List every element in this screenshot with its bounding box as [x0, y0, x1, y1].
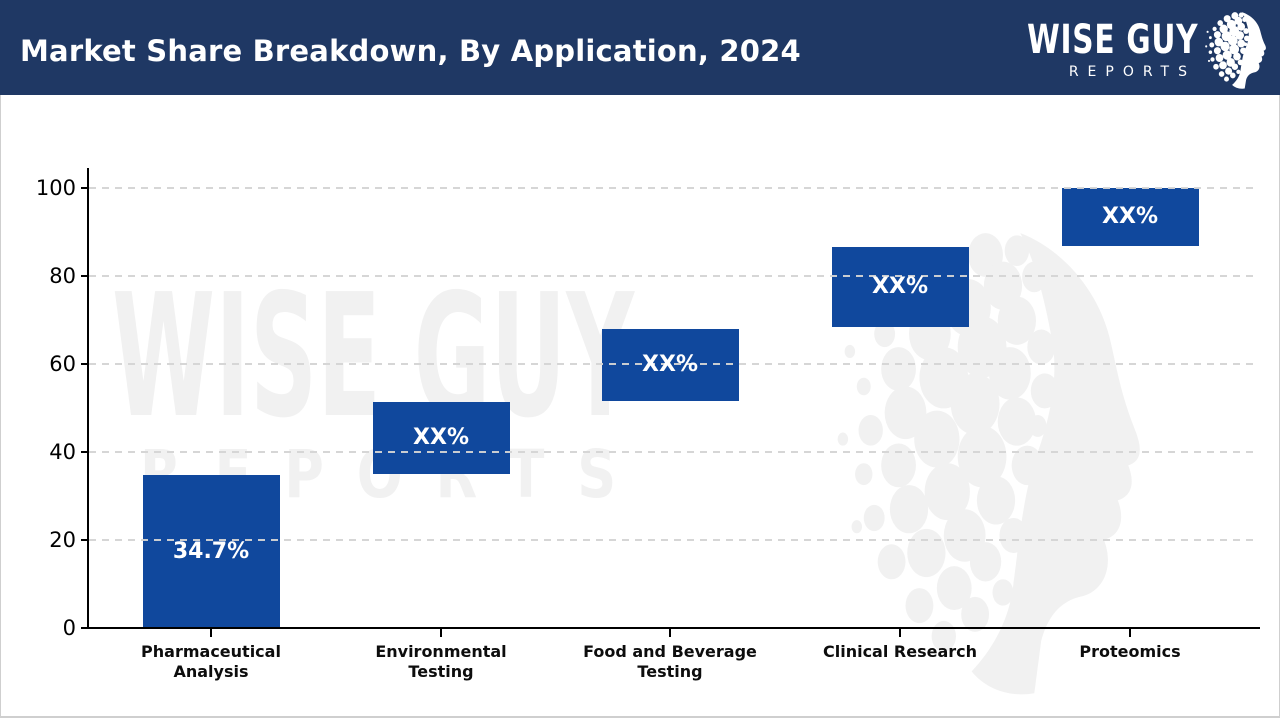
gridline [89, 539, 1255, 541]
y-axis-tick-label: 40 [49, 440, 76, 464]
x-axis-tick [899, 629, 901, 637]
wiseguy-logo: WISE GUY REPORTS [1004, 4, 1274, 92]
bar [142, 475, 280, 628]
y-axis-tick-label: 0 [62, 616, 76, 640]
logo-wordmark: WISE GUY REPORTS [967, 20, 1198, 79]
chart-title: Market Share Breakdown, By Application, … [20, 34, 801, 68]
x-axis-category-label: Clinical Research [822, 642, 978, 661]
bar [1061, 188, 1199, 247]
x-axis-tick [440, 629, 442, 637]
bar [372, 402, 510, 475]
y-axis-tick [81, 539, 88, 541]
bar-value-label: XX% [642, 351, 698, 377]
gridline [89, 187, 1255, 189]
header-bar: Market Share Breakdown, By Application, … [0, 0, 1280, 95]
x-axis-tick [669, 629, 671, 637]
y-axis-tick-label: 80 [49, 264, 76, 288]
x-axis-category-label: Food and Beverage Testing [583, 642, 757, 681]
y-axis-tick-label: 60 [49, 352, 76, 376]
gridline [89, 451, 1255, 453]
x-axis-tick [1129, 629, 1131, 637]
x-axis-category-label: Pharmaceutical Analysis [141, 642, 281, 681]
x-axis-category-label: Environmental Testing [375, 642, 507, 681]
y-axis-tick [81, 451, 88, 453]
y-axis-tick-label: 20 [49, 528, 76, 552]
y-axis-tick [81, 363, 88, 365]
y-axis-tick [81, 627, 88, 629]
bottom-border-line [0, 716, 1280, 718]
left-border-line [0, 95, 1, 718]
y-axis-tick-label: 100 [35, 176, 76, 200]
logo-head-icon [1205, 12, 1266, 89]
logo-wiseguy-text: WISE GUY [1026, 17, 1198, 63]
y-axis-tick [81, 275, 88, 277]
y-axis-tick [81, 187, 88, 189]
x-axis-spine [87, 627, 1260, 629]
bar [831, 247, 969, 328]
bar-value-label: XX% [1102, 204, 1158, 230]
x-axis-tick [210, 629, 212, 637]
bar-value-label: 34.7% [172, 538, 250, 564]
gridline [89, 363, 1255, 365]
bar-value-label: XX% [872, 274, 928, 300]
x-axis-category-label: Proteomics [1079, 642, 1181, 661]
logo-reports-text: REPORTS [1068, 64, 1196, 80]
gridline [89, 275, 1255, 277]
y-axis-spine [87, 168, 89, 629]
bar-value-label: XX% [413, 425, 469, 451]
